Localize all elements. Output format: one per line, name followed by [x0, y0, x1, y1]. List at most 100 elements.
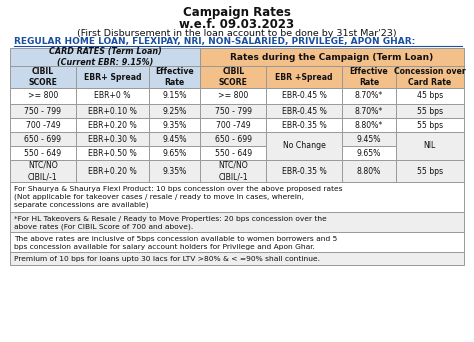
Bar	[342, 88, 395, 104]
Bar	[149, 132, 200, 146]
Text: 700 -749: 700 -749	[216, 120, 250, 130]
Bar	[76, 160, 149, 182]
Text: The above rates are inclusive of 5bps concession available to women borrowers an: The above rates are inclusive of 5bps co…	[14, 236, 337, 241]
Text: 8.80%*: 8.80%*	[355, 120, 383, 130]
Text: EBR+0 %: EBR+0 %	[94, 92, 131, 101]
Text: *For HL Takeovers & Resale / Ready to Move Properties: 20 bps concession over th: *For HL Takeovers & Resale / Ready to Mo…	[14, 215, 327, 222]
Bar	[200, 104, 266, 118]
Text: separate concessions are available): separate concessions are available)	[14, 201, 149, 208]
Text: 9.15%: 9.15%	[163, 92, 187, 101]
Bar	[76, 88, 149, 104]
Bar	[266, 118, 342, 132]
Bar	[266, 104, 342, 118]
Text: bps concession available for salary account holders for Privilege and Apon Ghar.: bps concession available for salary acco…	[14, 244, 315, 250]
Text: 8.80%: 8.80%	[357, 167, 381, 175]
Bar	[10, 160, 76, 182]
Text: 55 bps: 55 bps	[417, 167, 443, 175]
Bar	[200, 132, 266, 146]
Text: 8.70%*: 8.70%*	[355, 92, 383, 101]
Text: Concession over
Card Rate: Concession over Card Rate	[394, 67, 465, 87]
Text: 650 - 699: 650 - 699	[25, 134, 62, 144]
Text: CARD RATES (Term Loan)
(Current EBR: 9.15%): CARD RATES (Term Loan) (Current EBR: 9.1…	[49, 47, 162, 67]
Text: CIBIL
SCORE: CIBIL SCORE	[28, 67, 57, 87]
Bar	[76, 146, 149, 160]
Text: NTC/NO
CIBIL/-1: NTC/NO CIBIL/-1	[219, 161, 248, 181]
Bar	[149, 66, 200, 88]
Text: 9.35%: 9.35%	[163, 167, 187, 175]
Bar	[10, 118, 76, 132]
Text: REGULAR HOME LOAN, FLEXIPAY, NRI, NON-SALARIED, PRIVILEGE, APON GHAR:: REGULAR HOME LOAN, FLEXIPAY, NRI, NON-SA…	[14, 37, 415, 46]
Bar	[395, 118, 464, 132]
Text: above rates (For CIBIL Score of 700 and above).: above rates (For CIBIL Score of 700 and …	[14, 224, 193, 230]
Bar	[149, 146, 200, 160]
Bar	[342, 118, 395, 132]
Bar	[266, 160, 342, 182]
Bar	[395, 132, 464, 146]
Text: 9.35%: 9.35%	[163, 120, 187, 130]
Bar	[342, 146, 395, 160]
Bar	[395, 132, 464, 160]
Bar	[10, 182, 464, 212]
Text: EBR+0.30 %: EBR+0.30 %	[88, 134, 137, 144]
Bar	[10, 146, 76, 160]
Text: Campaign Rates: Campaign Rates	[183, 6, 291, 19]
Bar	[10, 104, 76, 118]
Bar	[200, 48, 464, 66]
Bar	[200, 88, 266, 104]
Text: (First Disbursement in the loan account to be done by 31st Mar'23): (First Disbursement in the loan account …	[77, 29, 397, 38]
Text: 550 - 649: 550 - 649	[24, 148, 62, 158]
Bar	[10, 88, 76, 104]
Bar	[395, 88, 464, 104]
Text: >= 800: >= 800	[218, 92, 248, 101]
Bar	[76, 118, 149, 132]
Text: 9.45%: 9.45%	[163, 134, 187, 144]
Bar	[10, 212, 464, 232]
Bar	[149, 160, 200, 182]
Bar	[10, 252, 464, 265]
Bar	[342, 160, 395, 182]
Bar	[149, 88, 200, 104]
Bar	[10, 232, 464, 252]
Text: Effective
Rate: Effective Rate	[349, 67, 388, 87]
Bar	[76, 132, 149, 146]
Bar	[266, 132, 342, 146]
Bar	[76, 66, 149, 88]
Text: 55 bps: 55 bps	[417, 106, 443, 116]
Text: EBR+0.50 %: EBR+0.50 %	[88, 148, 137, 158]
Bar	[10, 48, 200, 66]
Text: 9.45%: 9.45%	[356, 134, 381, 144]
Bar	[149, 104, 200, 118]
Bar	[266, 132, 342, 160]
Bar	[76, 104, 149, 118]
Text: EBR+ Spread: EBR+ Spread	[84, 73, 141, 81]
Text: For Shaurya & Shaurya Flexi Product: 10 bps concession over the above proposed r: For Shaurya & Shaurya Flexi Product: 10 …	[14, 185, 343, 192]
Text: 9.25%: 9.25%	[163, 106, 187, 116]
Text: 55 bps: 55 bps	[417, 120, 443, 130]
Bar	[149, 118, 200, 132]
Bar	[395, 66, 464, 88]
Bar	[200, 160, 266, 182]
Bar	[266, 88, 342, 104]
Text: w.e.f. 09.03.2023: w.e.f. 09.03.2023	[180, 18, 294, 31]
Text: 8.70%*: 8.70%*	[355, 106, 383, 116]
Text: 9.65%: 9.65%	[163, 148, 187, 158]
Bar	[395, 160, 464, 182]
Text: EBR-0.45 %: EBR-0.45 %	[282, 92, 327, 101]
Bar	[10, 66, 76, 88]
Bar	[10, 132, 76, 146]
Bar	[395, 104, 464, 118]
Text: EBR +Spread: EBR +Spread	[275, 73, 333, 81]
Text: 750 - 799: 750 - 799	[25, 106, 62, 116]
Text: 550 - 649: 550 - 649	[215, 148, 252, 158]
Text: EBR-0.35 %: EBR-0.35 %	[282, 120, 327, 130]
Text: EBR+0.20 %: EBR+0.20 %	[88, 167, 137, 175]
Text: 650 - 699: 650 - 699	[215, 134, 252, 144]
Text: NTC/NO
CIBIL/-1: NTC/NO CIBIL/-1	[28, 161, 58, 181]
Bar	[266, 66, 342, 88]
Bar	[342, 104, 395, 118]
Text: CIBIL
SCORE: CIBIL SCORE	[219, 67, 247, 87]
Bar	[200, 118, 266, 132]
Text: 700 -749: 700 -749	[26, 120, 60, 130]
Bar	[200, 146, 266, 160]
Bar	[200, 66, 266, 88]
